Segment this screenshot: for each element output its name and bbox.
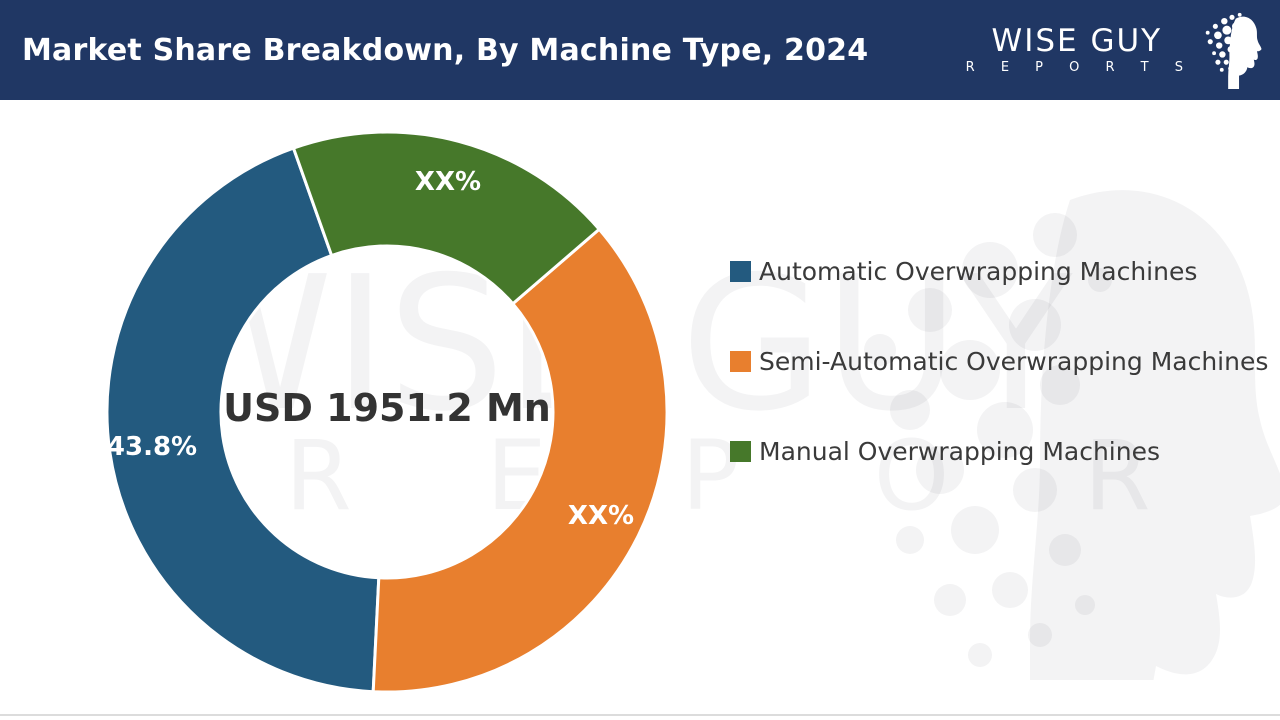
page-title: Market Share Breakdown, By Machine Type,… [22,32,869,68]
watermark-reports-text: R E P O R T S [285,420,1280,532]
legend-label-automatic: Automatic Overwrapping Machines [759,256,1198,286]
header-bar: Market Share Breakdown, By Machine Type,… [0,0,1280,100]
legend-swatch-automatic [730,260,751,282]
brand-name: WISE GUY [991,22,1163,59]
brand-logo-text: WISE GUY R E P O R T S [960,25,1194,76]
donut-slice-0 [105,146,381,694]
brand-logo: WISE GUY R E P O R T S [960,0,1264,100]
donut-slice-1 [371,227,669,694]
legend-swatch-semi-automatic [730,350,751,372]
legend-swatch-manual [730,440,751,462]
slice-label-automatic: 43.8% [106,432,198,462]
donut-slice-2 [292,130,601,306]
head-profile-logo-icon [1205,12,1262,90]
donut-center-value: USD 1951.2 Mn [223,386,551,430]
legend-item-semi-automatic: Semi-Automatic Overwrapping Machines [730,346,1268,376]
chart-legend: Automatic Overwrapping Machines Semi-Aut… [730,256,1268,466]
slice-label-semi-automatic: XX% [567,501,635,531]
legend-item-manual: Manual Overwrapping Machines [730,436,1268,466]
slice-label-manual: XX% [414,167,482,197]
watermark-head-icon [864,190,1280,680]
legend-item-automatic: Automatic Overwrapping Machines [730,256,1268,286]
legend-label-manual: Manual Overwrapping Machines [759,436,1160,466]
legend-label-semi-automatic: Semi-Automatic Overwrapping Machines [759,346,1269,376]
brand-subname: R E P O R T S [965,60,1194,76]
bottom-divider [0,714,1280,716]
